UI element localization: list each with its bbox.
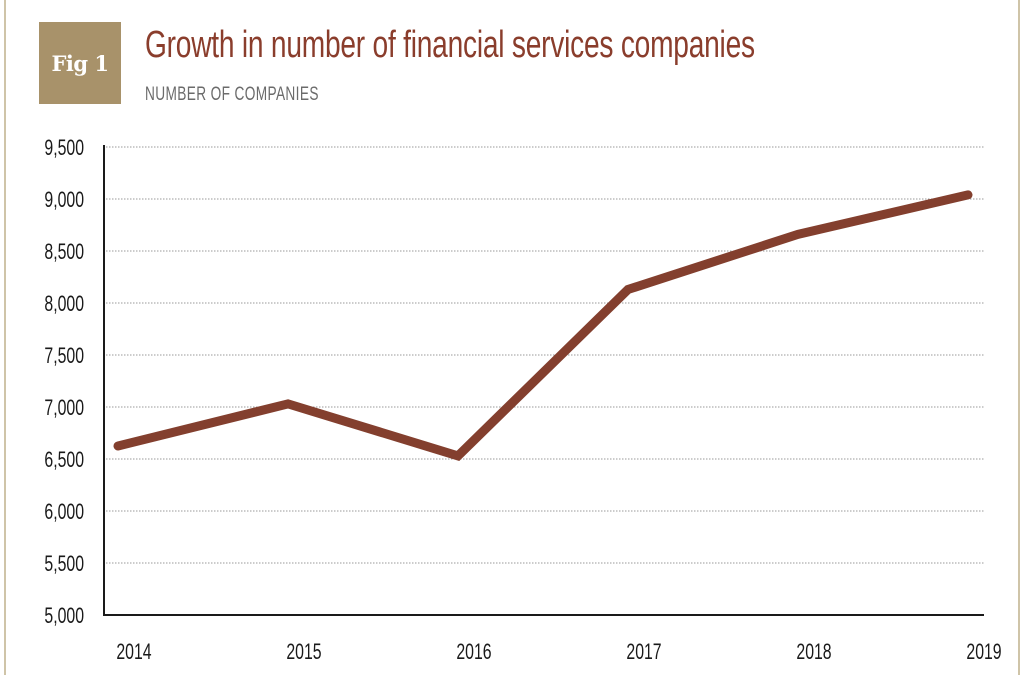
x-tick-label: 2016 [456,641,491,665]
x-tick-label: 2018 [796,641,831,665]
y-tick-label: 6,500 [44,449,84,473]
figure-badge: Fig 1 [39,22,121,104]
gridlines [106,146,984,564]
y-tick-label: 7,000 [44,397,84,421]
x-tick-label: 2015 [286,641,321,665]
figure-badge-label: Fig 1 [51,50,110,76]
y-axis-ticks: 5,000 5,500 6,000 6,500 7,000 7,500 8,000 8,500… [44,137,84,629]
x-tick-label: 2019 [966,641,1001,665]
axes [103,145,984,616]
x-tick-label: 2014 [116,641,152,665]
y-tick-label: 8,000 [44,293,84,317]
series-layer [113,190,973,461]
y-tick-label: 5,000 [44,605,84,629]
y-tick-label: 9,500 [44,137,84,161]
y-tick-label: 9,000 [44,189,84,213]
chart-title: Growth in number of financial services c… [145,24,755,66]
y-tick-label: 8,500 [44,241,84,265]
x-tick-label: 2017 [626,641,661,665]
chart-subtitle: NUMBER OF COMPANIES [145,84,319,105]
y-tick-label: 6,000 [44,501,84,525]
y-tick-label: 7,500 [44,345,84,369]
frame-border-right [1018,0,1020,675]
frame-border-left [4,0,6,675]
y-tick-label: 5,500 [44,553,84,577]
x-axis-ticks: 2014 2015 2016 2017 2018 2019 [116,641,1001,665]
series-line [113,190,973,461]
